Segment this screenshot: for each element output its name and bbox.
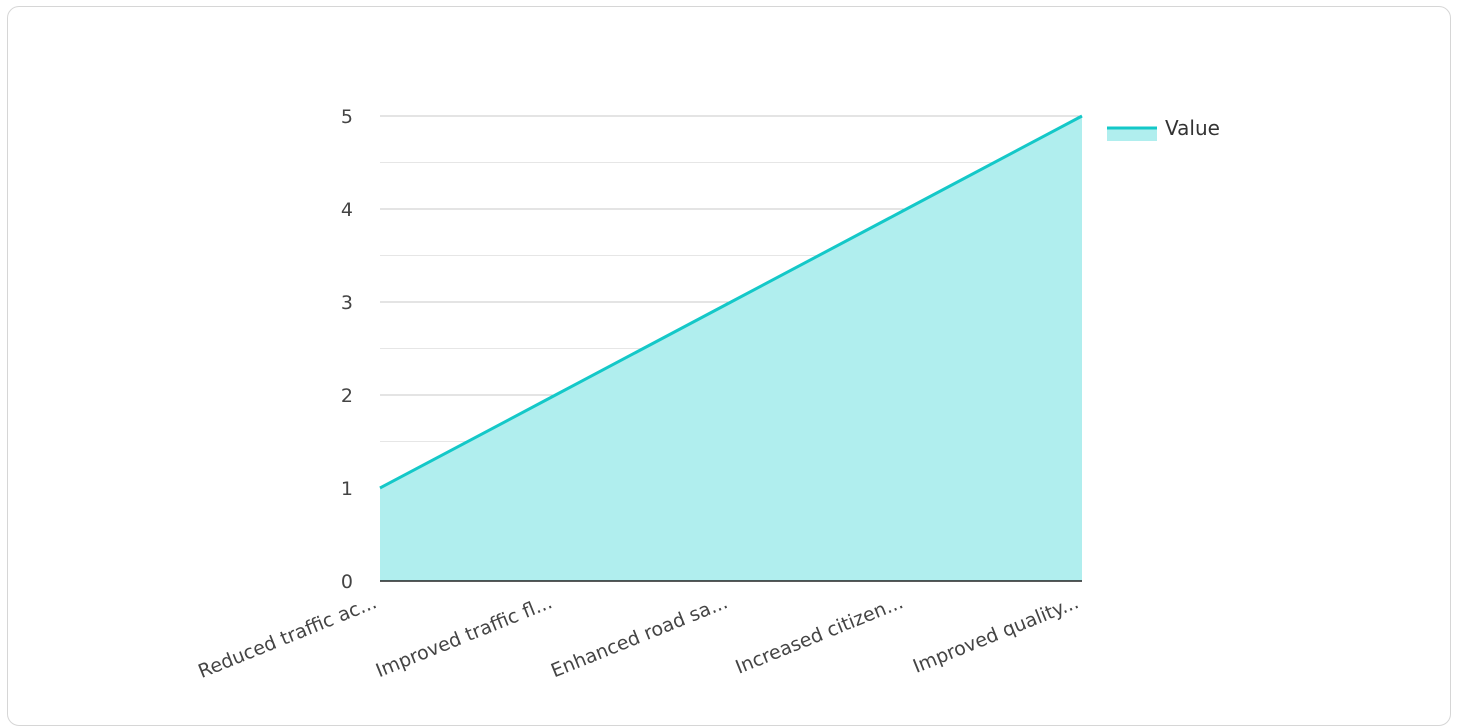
x-tick-label: Increased citizen... <box>732 591 906 678</box>
x-tick-label: Improved quality... <box>910 591 1082 678</box>
area-chart: 0 1 2 3 4 5 Reduced traffic ac...Improved tra… <box>195 106 1220 683</box>
legend[interactable]: Value <box>1107 116 1220 141</box>
y-axis-ticks: 0 1 2 3 4 5 <box>341 106 353 593</box>
x-tick-label: Reduced traffic ac... <box>195 591 380 683</box>
x-axis-ticks: Reduced traffic ac...Improved traffic fl… <box>195 591 1082 683</box>
series-line-value <box>379 114 1083 490</box>
y-tick-label: 1 <box>341 478 353 500</box>
y-tick-label: 0 <box>341 571 353 593</box>
y-tick-label: 5 <box>341 106 353 128</box>
y-tick-label: 2 <box>341 385 353 407</box>
x-tick-label: Enhanced road sa... <box>548 591 731 682</box>
x-tick-label: Improved traffic fl... <box>373 591 556 682</box>
legend-swatch-fill <box>1107 128 1157 141</box>
series-area-value <box>380 116 1082 581</box>
legend-label: Value <box>1165 116 1220 140</box>
y-tick-label: 4 <box>341 199 353 221</box>
y-tick-label: 3 <box>341 292 353 314</box>
